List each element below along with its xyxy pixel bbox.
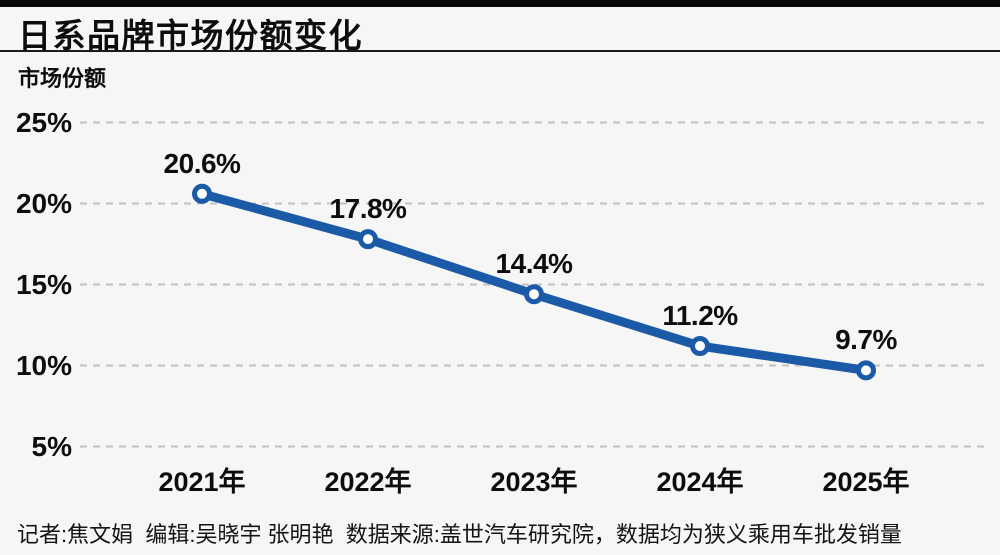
data-point-marker	[192, 183, 212, 204]
x-axis-tick-label: 2024年	[656, 467, 744, 497]
data-point-label: 20.6%	[163, 147, 241, 179]
x-axis-tick-label: 2023年	[490, 467, 578, 497]
data-point-marker	[856, 360, 876, 381]
y-axis-tick-label: 10%	[15, 349, 72, 381]
x-axis-tick-label: 2025年	[822, 467, 910, 497]
data-point-marker	[358, 229, 378, 250]
y-axis-tick-label: 15%	[15, 268, 72, 300]
x-axis-tick-label: 2022年	[324, 467, 412, 497]
top-accent-bar	[0, 0, 1000, 7]
y-axis-tick-label: 25%	[15, 106, 72, 138]
y-axis-tick-label: 20%	[15, 187, 72, 219]
data-point-label: 11.2%	[662, 300, 738, 332]
data-point-label: 17.8%	[329, 193, 407, 225]
credits-footer: 记者:焦文娟 编辑:吴晓宇 张明艳 数据来源:盖世汽车研究院，数据均为狭义乘用车…	[17, 522, 902, 547]
data-point-label: 9.7%	[835, 324, 897, 356]
data-point-marker	[690, 336, 710, 357]
y-axis-title: 市场份额	[18, 66, 107, 91]
y-axis-tick-label: 5%	[31, 430, 72, 462]
data-point-label: 14.4%	[495, 248, 573, 280]
x-axis-tick-label: 2021年	[158, 467, 246, 497]
title-divider	[0, 50, 1000, 52]
data-point-marker	[524, 284, 544, 305]
page-title: 日系品牌市场份额变化	[18, 17, 363, 54]
